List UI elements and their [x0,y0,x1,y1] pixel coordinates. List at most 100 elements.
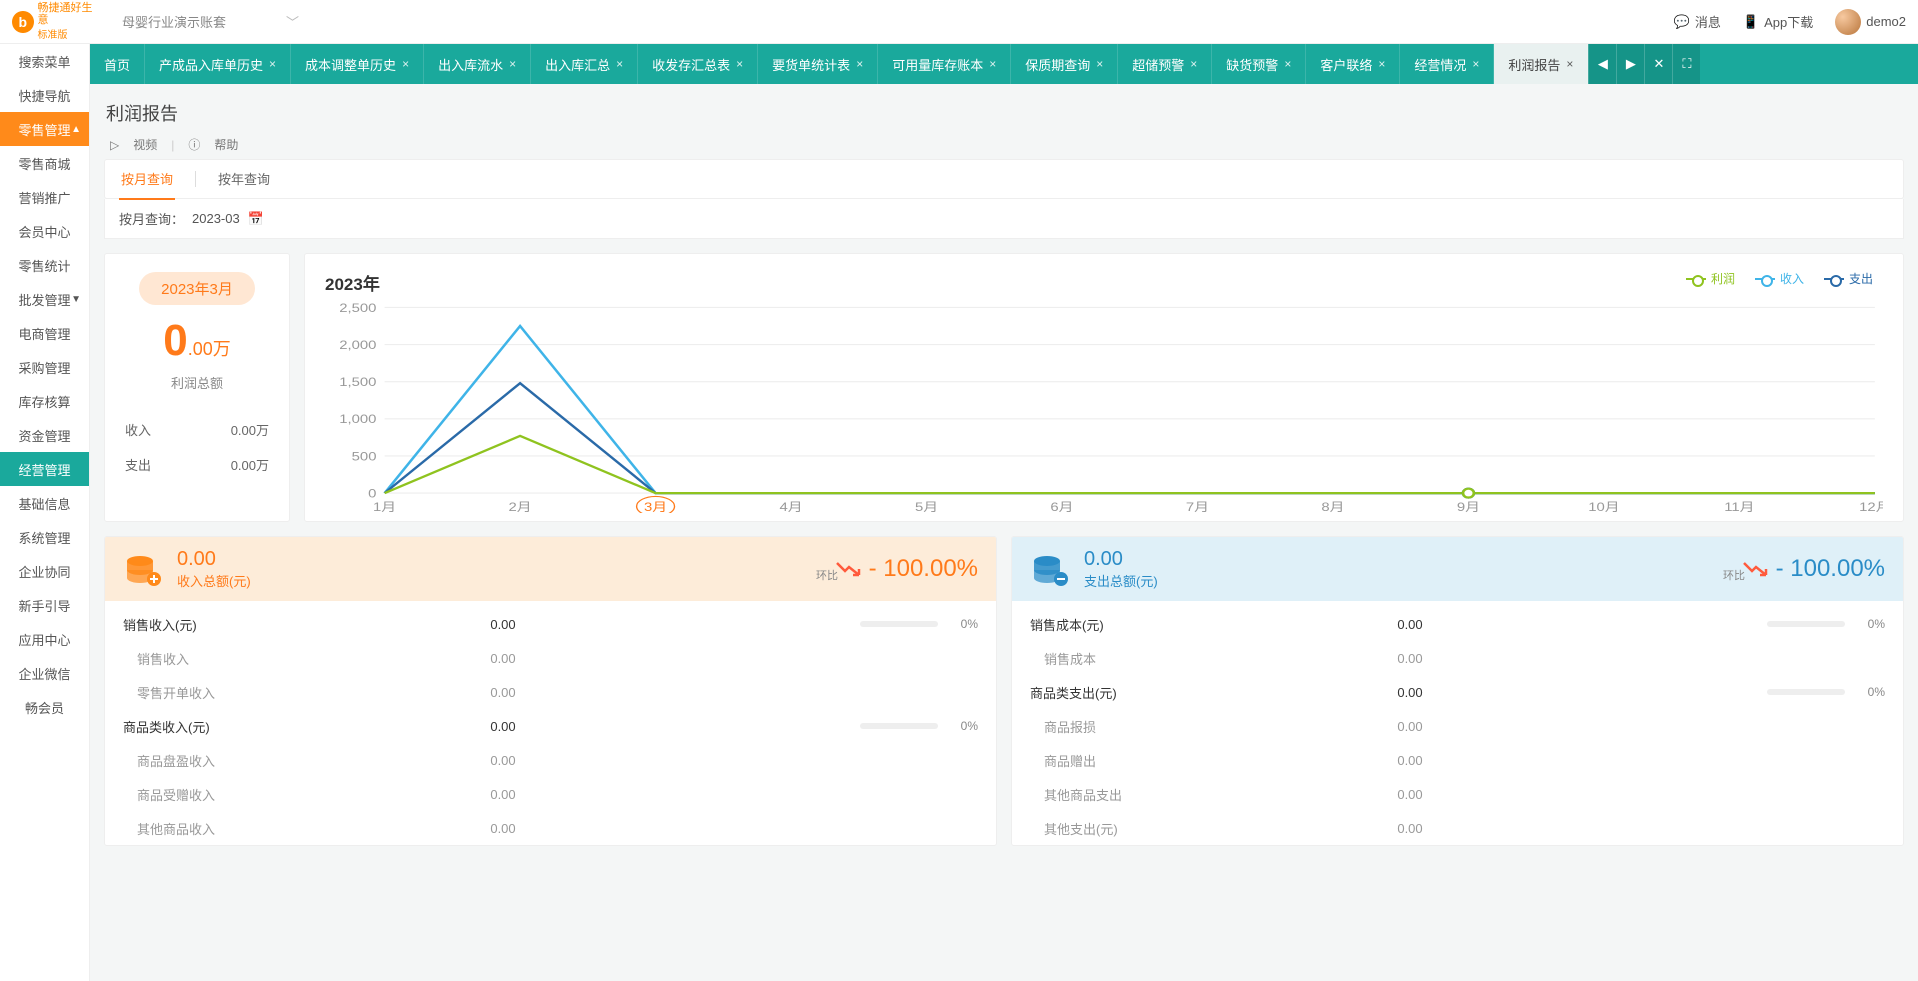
sidebar-item[interactable]: 库存核算 [0,384,89,418]
sidebar-item[interactable]: 零售统计 [0,248,89,282]
close-icon[interactable]: × [1472,57,1479,71]
svg-text:2月: 2月 [509,500,532,513]
sidebar-item[interactable]: 经营管理 [0,452,89,486]
row-bar: 0% [663,617,978,631]
sidebar-item[interactable]: 电商管理 [0,316,89,350]
svg-text:6月: 6月 [1050,500,1073,513]
expense-rows: 销售成本(元)0.000%销售成本0.00商品类支出(元)0.000%商品报损0… [1012,601,1903,845]
close-icon[interactable]: × [616,57,623,71]
tab[interactable]: 成本调整单历史× [291,44,424,84]
row-label: 销售收入(元) [123,615,343,634]
summary-expense-row: 支出 0.00万 [119,455,275,474]
sidebar-item[interactable]: 快捷导航 [0,78,89,112]
subtab-by-year[interactable]: 按年查询 [216,159,272,200]
trend-down-icon [835,559,861,579]
avatar [1835,9,1861,35]
sidebar-item[interactable]: 新手引导 [0,588,89,622]
row-bar: 0% [663,719,978,733]
svg-text:7月: 7月 [1186,500,1209,513]
svg-text:4月: 4月 [779,500,802,513]
subtab-by-month[interactable]: 按月查询 [119,159,175,200]
video-link[interactable]: 视频 [133,136,157,153]
legend-income[interactable]: 收入 [1755,270,1804,287]
close-icon[interactable]: × [1378,57,1385,71]
sidebar-item[interactable]: 零售商城 [0,146,89,180]
messages-link[interactable]: 💬 消息 [1674,12,1721,31]
row-label: 销售成本 [1030,649,1250,668]
sidebar-item[interactable]: 搜索菜单 [0,44,89,78]
tabs-prev[interactable]: ◀ [1588,44,1616,84]
legend-expense[interactable]: 支出 [1824,270,1873,287]
user-menu[interactable]: demo2 [1835,9,1906,35]
sidebar-item[interactable]: 企业协同 [0,554,89,588]
filter-value[interactable]: 2023-03 [192,211,240,226]
tab-label: 缺货预警 [1226,55,1278,74]
close-icon[interactable]: × [989,57,996,71]
tab[interactable]: 超储预警 × [1118,44,1212,84]
calendar-icon[interactable]: 📅 [248,211,264,227]
tab[interactable]: 要货单统计表× [758,44,878,84]
page-help-links: ▷ 视频 | ⓘ 帮助 [104,136,1904,153]
tab-label: 超储预警 [1132,55,1184,74]
sidebar-item[interactable]: 会员中心 [0,214,89,248]
sidebar-item[interactable]: 批发管理▼ [0,282,89,316]
sidebar-item[interactable]: 零售管理▲ [0,112,89,146]
sidebar-item[interactable]: 营销推广 [0,180,89,214]
close-icon[interactable]: × [736,57,743,71]
row-bar: 0% [1570,685,1885,699]
account-selector[interactable]: 母婴行业演示账套 ﹀ [102,12,302,31]
tab[interactable]: 出入库汇总× [531,44,638,84]
tab[interactable]: 可用量库存账本× [878,44,1011,84]
table-row: 商品受赠收入0.00 [105,777,996,811]
close-icon[interactable]: × [402,57,409,71]
table-row: 商品盘盈收入0.00 [105,743,996,777]
row-label: 其他商品支出 [1030,785,1250,804]
close-icon[interactable]: × [1284,57,1291,71]
close-icon[interactable]: × [1190,57,1197,71]
coins-plus-icon [123,549,163,589]
income-total-value: 0.00 [177,548,251,571]
fullscreen-toggle[interactable]: ⛶ [1672,44,1700,84]
tab-label: 出入库流水 [438,55,503,74]
tab[interactable]: 出入库流水 × [424,44,531,84]
row-value: 0.00 [1250,821,1570,836]
close-icon[interactable]: × [1566,57,1573,71]
chevron-icon: ▼ [71,294,81,305]
tab[interactable]: 产成品入库单历史× [145,44,291,84]
table-row: 商品类收入(元)0.000% [105,709,996,743]
sidebar-item[interactable]: 畅会员 [0,690,89,724]
sidebar-item[interactable]: 企业微信 [0,656,89,690]
tab[interactable]: 首页 [90,44,145,84]
tab[interactable]: 客户联络× [1306,44,1400,84]
tabs-next[interactable]: ▶ [1616,44,1644,84]
svg-text:10月: 10月 [1588,500,1619,513]
row-pct: 0% [948,719,978,733]
tabs-close-all[interactable]: ✕ [1644,44,1672,84]
legend-profit[interactable]: 利润 [1686,270,1735,287]
close-icon[interactable]: × [509,57,516,71]
sidebar-item[interactable]: 基础信息 [0,486,89,520]
expense-total-label: 支出总额(元) [1084,571,1158,590]
tab[interactable]: 收发存汇总表× [638,44,758,84]
tab[interactable]: 保质期查询× [1011,44,1118,84]
help-link[interactable]: 帮助 [214,136,238,153]
close-icon[interactable]: × [269,57,276,71]
sidebar-item[interactable]: 资金管理 [0,418,89,452]
tab[interactable]: 利润报告× [1494,44,1588,84]
svg-text:1,000: 1,000 [339,413,377,426]
sidebar-item[interactable]: 应用中心 [0,622,89,656]
sidebar-item[interactable]: 采购管理 [0,350,89,384]
sidebar-item[interactable]: 系统管理 [0,520,89,554]
page-title: 利润报告 [104,94,1904,136]
tab[interactable]: 缺货预警 × [1212,44,1306,84]
logo[interactable]: b 畅捷通好生意 标准版 [12,2,102,41]
messages-label: 消息 [1695,12,1721,31]
close-icon[interactable]: × [1096,57,1103,71]
logo-text: 畅捷通好生意 [38,2,103,26]
expense-hb-label: 环比 [1723,567,1745,583]
tab[interactable]: 经营情况× [1400,44,1494,84]
line-chart: 05001,0001,5002,0002,5001月2月3月4月5月6月7月8月… [325,303,1883,513]
app-download-link[interactable]: 📱 App下载 [1743,12,1813,31]
close-icon[interactable]: × [856,57,863,71]
chart-area: 05001,0001,5002,0002,5001月2月3月4月5月6月7月8月… [325,303,1883,513]
